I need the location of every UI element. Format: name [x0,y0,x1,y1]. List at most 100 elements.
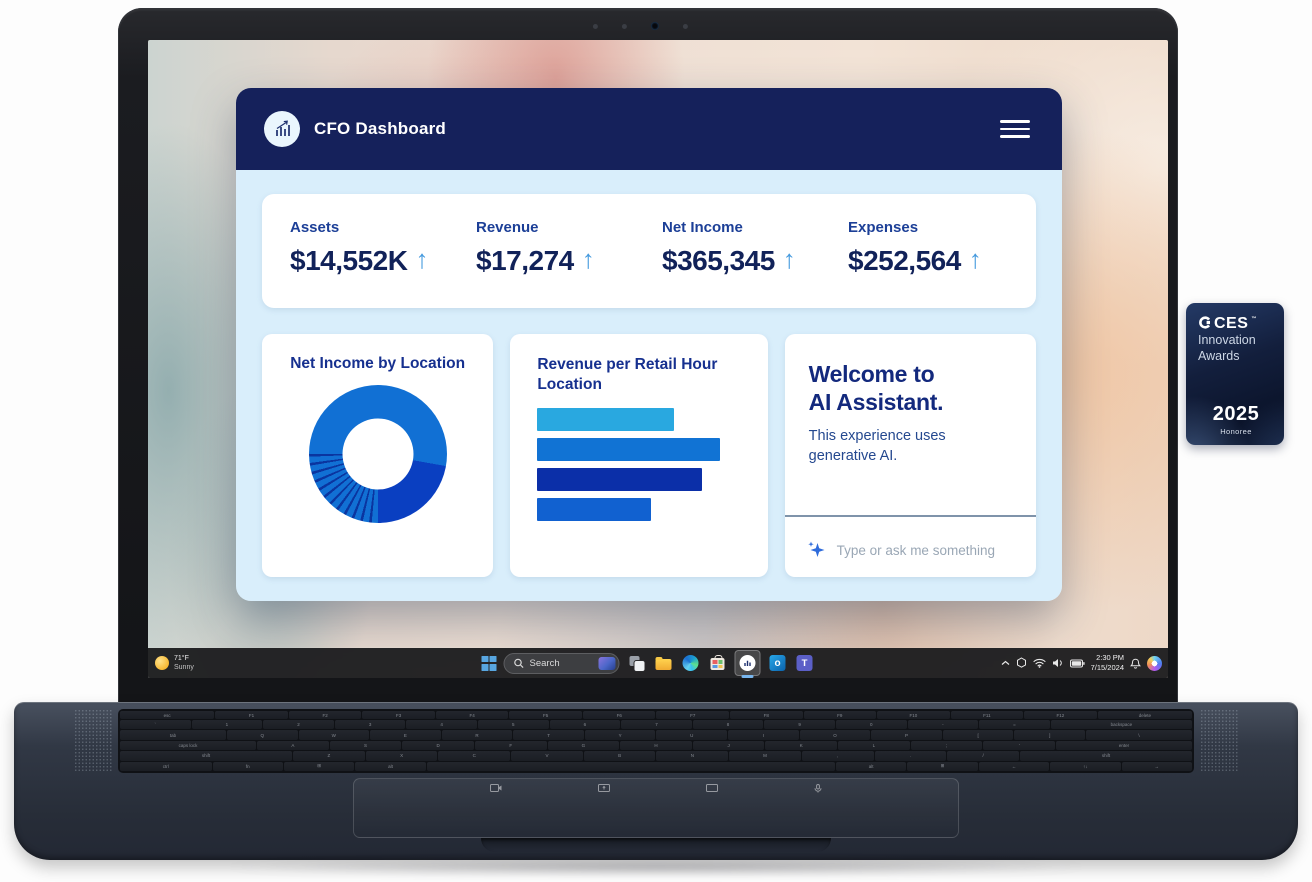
ces-award-line: Awards [1198,349,1240,364]
key-backspace: backspace [1050,720,1192,730]
key-alt: alt [835,761,907,772]
windows-start-button[interactable] [481,655,497,671]
app-header: CFO Dashboard [236,88,1062,170]
key-⊞: ⊞ [283,761,355,772]
key-Z: Z [293,751,365,761]
key-F2: F2 [288,711,362,719]
revenue-per-retail-hour-panel: Revenue per Retail Hour Location [510,334,768,577]
kpi-assets: Assets $14,552K ↑ [290,219,476,308]
key-ctrl: ctrl [120,761,212,772]
bar [537,498,652,522]
key-M: M [729,751,801,761]
ai-sparkle-icon [807,541,825,557]
key-F10: F10 [877,711,950,719]
key-F9: F9 [803,711,877,719]
key-`: ` [120,720,191,730]
touchpad-front-notch [481,838,831,852]
volume-icon[interactable] [1052,658,1064,668]
laptop-base: esc F1 F2 F3 F4 F5 F6 F7 F8 F9 F10 F11 F12 delete ` 1 2 3… [14,702,1298,860]
wifi-icon[interactable] [1033,658,1046,668]
key-/: / [947,751,1019,761]
bar [537,438,721,462]
notifications-bell-icon[interactable] [1130,658,1141,669]
key-shift: shift [120,751,293,761]
camera-toggle-icon [490,784,502,792]
key-3: 3 [334,720,406,730]
task-view-icon[interactable] [627,652,647,674]
battery-icon[interactable] [1069,659,1085,668]
key-I: I [728,730,799,740]
ai-assistant-input[interactable]: Type or ask me something [805,539,995,561]
key-7: 7 [621,720,692,730]
kpi-value: $17,274 [476,245,574,276]
key-F6: F6 [582,711,656,719]
microsoft-edge-icon[interactable] [681,652,701,674]
file-explorer-icon[interactable] [654,652,674,674]
donut-chart [308,385,447,523]
trend-up-arrow-icon: ↑ [415,243,428,274]
hamburger-menu-icon[interactable] [996,116,1034,142]
key-N: N [656,751,729,761]
key-': ' [983,740,1055,751]
key-X: X [365,751,438,761]
key-9: 9 [764,720,835,730]
key-↑↓: ↑↓ [1050,761,1121,772]
key-E: E [370,730,441,740]
key-esc: esc [120,711,215,719]
key-Y: Y [584,730,656,740]
cfo-dashboard-app-icon[interactable] [734,650,761,676]
key-fn: fn [212,761,283,772]
kpi-label: Assets [290,219,340,236]
key-\: \ [1086,730,1192,740]
hidden-icons-chevron-icon[interactable] [1001,660,1010,666]
key-.: . [874,751,947,761]
microsoft-teams-icon[interactable]: T [795,652,815,674]
key-L: L [838,740,910,751]
key-→: → [1121,761,1192,772]
kpi-label: Net Income [662,219,743,236]
webcam-module [592,22,688,30]
hexagon-tray-icon[interactable] [1016,657,1027,669]
app-body: Assets $14,552K ↑ Revenue $17,274 ↑ Net In… [236,170,1062,601]
ces-innovation-awards-badge: CES ™ Innovation Awards 2025 Honoree [1186,303,1284,445]
key-1: 1 [191,720,263,730]
key-C: C [438,751,511,761]
trend-up-arrow-icon: ↑ [968,243,982,274]
kpi-expenses: Expenses $252,564 ↑ [848,219,1034,308]
app-title: CFO Dashboard [314,119,447,138]
trend-up-arrow-icon: ↑ [782,243,796,274]
kpi-net-income: Net Income $365,345 ↑ [662,219,848,308]
search-placeholder: Search [529,657,560,669]
ces-logo: CES ™ [1198,316,1257,332]
clock-date: 7/15/2024 [1090,663,1124,672]
screen-share-icon [598,784,610,792]
key-B: B [583,751,656,761]
kpi-revenue: Revenue $17,274 ↑ [476,219,662,308]
speaker-grille-right [1200,709,1238,773]
microsoft-store-icon[interactable] [708,652,728,674]
system-tray: 2:30 PM 7/15/2024 [1001,648,1162,678]
net-income-by-location-panel: Net Income by Location [262,334,494,577]
taskbar-search[interactable]: Search [503,652,620,674]
key-Q: Q [226,730,298,740]
key-[: [ [942,730,1014,740]
key-shift: shift [1019,751,1192,761]
taskbar-weather-widget[interactable]: 71°F Sunny [155,648,194,678]
dashboard-chart-glyph [739,655,756,671]
search-highlight-thumbnail [598,656,616,670]
key--: - [907,720,979,730]
ai-input-placeholder: Type or ask me something [836,542,995,558]
key-K: K [765,740,838,751]
als-sensor-dot [621,23,627,29]
key-8: 8 [692,720,764,730]
laptop-screen: CFO Dashboard Assets $14,552K ↑ Revenue $… [148,40,1168,678]
key-H: H [620,740,692,751]
dashboard-panels: Net Income by Location Revenue per Retai… [262,334,1036,577]
ai-assistant-panel: Welcome to AI Assistant. This experience… [784,334,1036,577]
key-V: V [511,751,583,761]
copilot-icon[interactable] [1147,655,1162,671]
divider [784,515,1036,517]
webcam-lens [650,22,659,30]
taskbar-clock[interactable]: 2:30 PM 7/15/2024 [1091,653,1124,673]
outlook-icon[interactable]: o [768,652,788,674]
